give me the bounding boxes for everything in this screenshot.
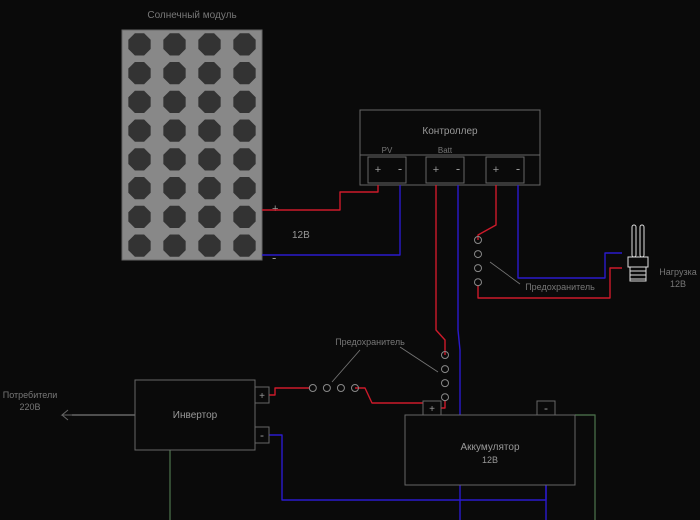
svg-text:-: - — [260, 428, 264, 442]
svg-text:12В: 12В — [292, 230, 310, 241]
svg-text:Аккумулятор: Аккумулятор — [460, 442, 519, 453]
svg-text:220В: 220В — [19, 402, 40, 412]
svg-text:Предохранитель: Предохранитель — [335, 337, 405, 347]
svg-text:-: - — [544, 401, 548, 415]
svg-text:Batt: Batt — [438, 146, 453, 155]
svg-text:12В: 12В — [670, 279, 686, 289]
svg-text:+: + — [375, 164, 381, 176]
svg-text:12В: 12В — [482, 455, 498, 465]
svg-text:-: - — [272, 250, 276, 265]
svg-text:PV: PV — [382, 146, 393, 155]
svg-text:-: - — [398, 161, 402, 176]
svg-text:Солнечный модуль: Солнечный модуль — [147, 10, 236, 21]
svg-text:Инвертор: Инвертор — [173, 410, 218, 421]
svg-text:Контроллер: Контроллер — [422, 126, 478, 137]
svg-text:Предохранитель: Предохранитель — [525, 282, 595, 292]
svg-text:-: - — [516, 161, 520, 176]
svg-text:+: + — [433, 164, 439, 176]
svg-text:Нагрузка: Нагрузка — [659, 267, 696, 277]
diagram-canvas: Солнечный модуль+12В-КонтроллерPV+-Batt+… — [0, 0, 700, 520]
svg-text:Потребители: Потребители — [3, 390, 58, 400]
svg-text:+: + — [272, 203, 278, 215]
svg-text:+: + — [493, 164, 499, 176]
svg-text:-: - — [456, 161, 460, 176]
svg-text:+: + — [259, 391, 265, 402]
svg-text:+: + — [429, 404, 435, 415]
